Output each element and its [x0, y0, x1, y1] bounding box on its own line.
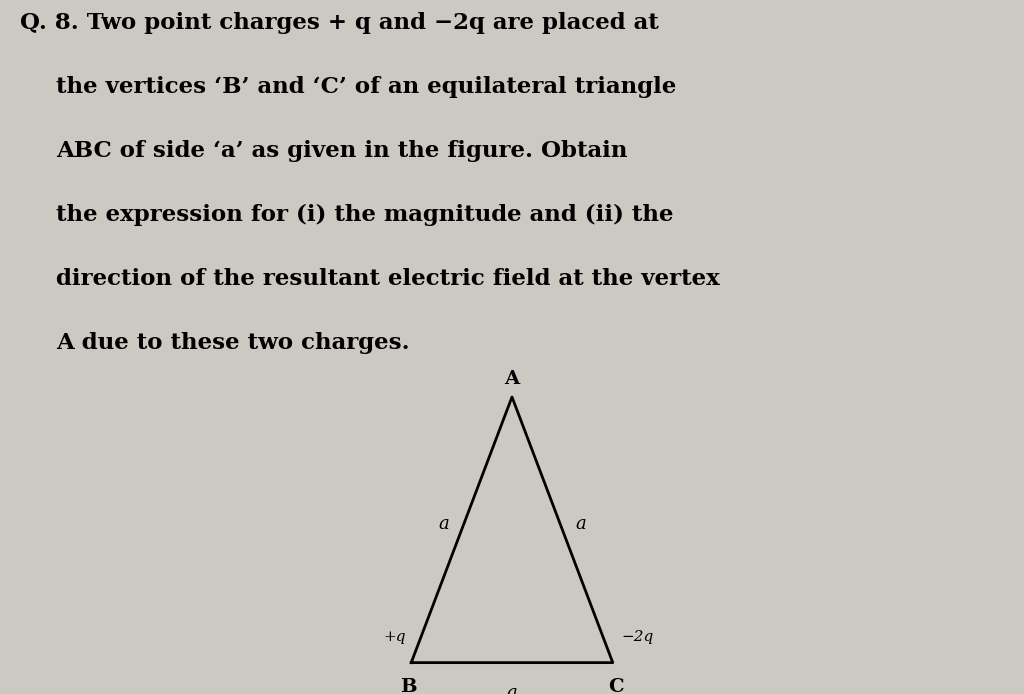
Text: A: A [505, 370, 519, 388]
Text: direction of the resultant electric field at the vertex: direction of the resultant electric fiel… [56, 268, 720, 290]
Text: a: a [575, 515, 586, 533]
Text: B: B [399, 678, 417, 694]
Text: C: C [608, 678, 624, 694]
Text: +q: +q [383, 630, 406, 644]
Text: −2q: −2q [622, 630, 653, 644]
Text: Q. 8. Two point charges + q and −2q are placed at: Q. 8. Two point charges + q and −2q are … [20, 12, 659, 34]
Text: a: a [438, 515, 449, 533]
Text: A due to these two charges.: A due to these two charges. [56, 332, 410, 355]
Text: a: a [507, 684, 517, 694]
Text: the vertices ‘B’ and ‘C’ of an equilateral triangle: the vertices ‘B’ and ‘C’ of an equilater… [56, 76, 677, 98]
Text: the expression for (i) the magnitude and (ii) the: the expression for (i) the magnitude and… [56, 204, 674, 226]
Text: ABC of side ‘a’ as given in the figure. Obtain: ABC of side ‘a’ as given in the figure. … [56, 140, 628, 162]
